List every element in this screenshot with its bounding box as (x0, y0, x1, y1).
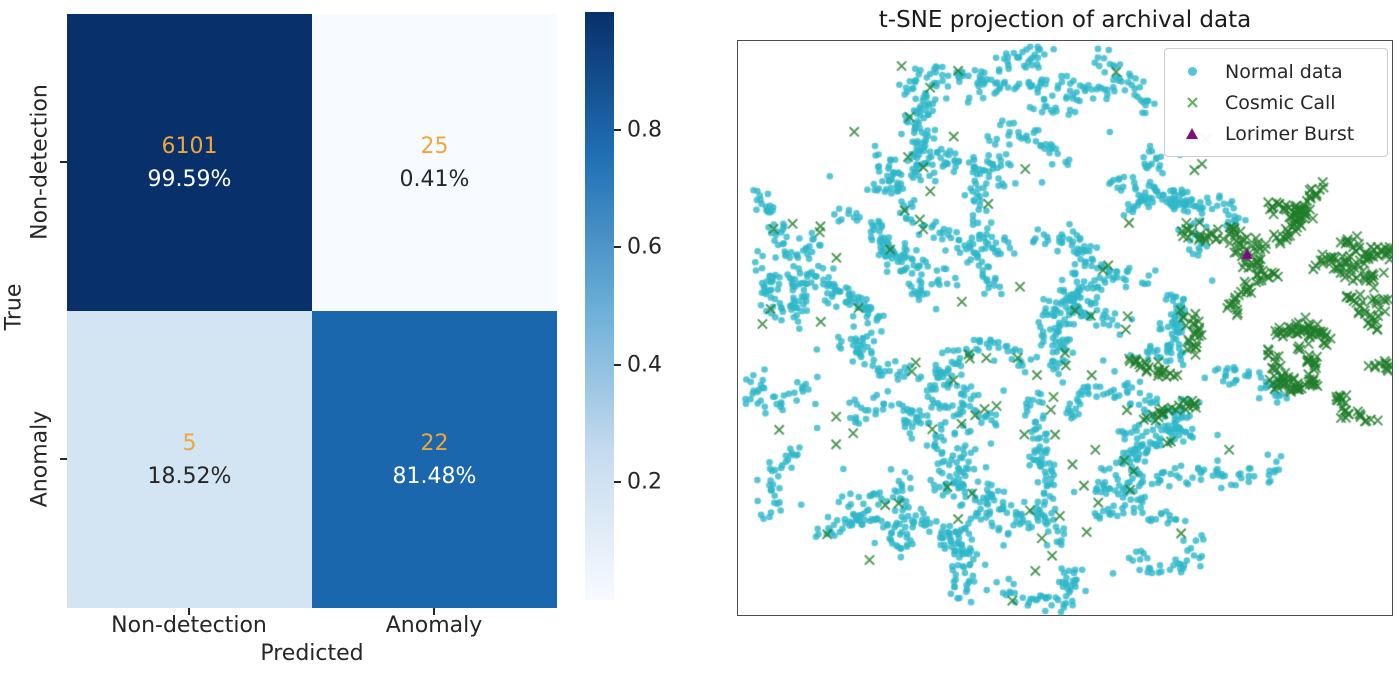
x-tick-label-anomaly: Anomaly (385, 613, 483, 638)
cosmic-call-x-icon (1181, 96, 1203, 109)
colorbar-tick-label: 0.8 (627, 117, 662, 143)
colorbar-tick-label: 0.2 (627, 469, 662, 495)
legend-label: Normal data (1225, 60, 1343, 83)
x-axis-label: Predicted (260, 641, 364, 666)
normal-data-dot-icon (1181, 67, 1203, 76)
y-tick-mark (60, 458, 67, 460)
confusion-cell-fp: 25 0.41% (312, 14, 557, 311)
legend-label: Lorimer Burst (1225, 122, 1355, 145)
legend-item-lorimer-burst: Lorimer Burst (1165, 118, 1387, 149)
confusion-cell-tp: 22 81.48% (312, 311, 557, 608)
colorbar-tick-mark (614, 481, 621, 483)
cell-count: 6101 (161, 133, 218, 159)
confusion-cell-fn: 5 18.52% (67, 311, 312, 608)
cell-percent: 81.48% (392, 463, 477, 489)
y-tick-label-non-detection: Non-detection (27, 84, 53, 240)
legend-label: Cosmic Call (1225, 91, 1336, 114)
x-tick-mark (188, 608, 190, 615)
y-axis-label: True (1, 283, 27, 331)
cell-percent: 0.41% (399, 166, 470, 192)
x-tick-label-non-detection: Non-detection (111, 613, 267, 638)
cell-percent: 18.52% (147, 463, 232, 489)
cell-count: 22 (420, 430, 449, 456)
cell-percent: 99.59% (147, 166, 232, 192)
tsne-title: t-SNE projection of archival data (878, 7, 1252, 33)
confusion-cell-tn: 6101 99.59% (67, 14, 312, 311)
colorbar-tick-label: 0.6 (627, 234, 662, 260)
y-tick-mark (60, 161, 67, 163)
legend-item-normal-data: Normal data (1165, 56, 1387, 87)
x-tick-mark (433, 608, 435, 615)
colorbar-tick-mark (614, 246, 621, 248)
lorimer-burst-triangle-icon (1181, 127, 1203, 140)
legend-item-cosmic-call: Cosmic Call (1165, 87, 1387, 118)
colorbar-tick-label: 0.4 (627, 352, 662, 378)
colorbar-tick-mark (614, 129, 621, 131)
colorbar (585, 12, 614, 600)
y-tick-label-anomaly: Anomaly (27, 410, 53, 508)
cell-count: 25 (420, 133, 449, 159)
tsne-legend: Normal data Cosmic Call Lorimer Burst (1164, 48, 1388, 157)
colorbar-tick-mark (614, 364, 621, 366)
cell-count: 5 (182, 430, 197, 456)
